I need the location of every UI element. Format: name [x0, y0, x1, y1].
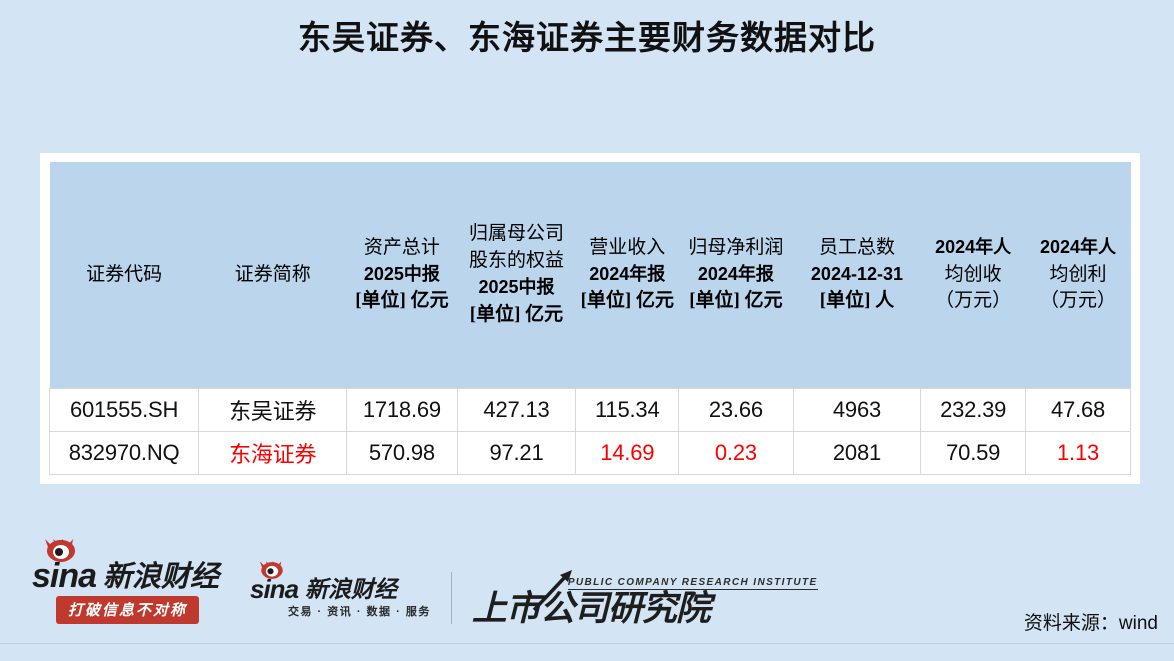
cell-operating-revenue: 14.69 — [575, 431, 680, 475]
page-header: 东吴证券、东海证券主要财务数据对比 — [0, 0, 1174, 58]
cell-net-profit: 0.23 — [678, 431, 794, 475]
table-header-row: 证券代码 证券简称 资产总计 2025中报 [单位] 亿元 归属母公司股东的权益… — [49, 162, 1131, 389]
sina-logo-row: sina 新浪财经 — [250, 560, 431, 604]
header-line-2: 2024年报 — [589, 263, 666, 284]
cell-total-employees: 4963 — [792, 388, 922, 432]
table-row: 601555.SH 东吴证券 1718.69 427.13 115.34 23.… — [48, 388, 1131, 432]
column-header-security-short-name: 证券简称 — [198, 162, 347, 389]
sina-chinese-name: 新浪财经 — [305, 576, 398, 603]
footer-divider-line — [0, 643, 1174, 644]
header-line-2: 2024-12-31 — [810, 263, 903, 284]
header-line-3: （万元） — [935, 290, 1012, 312]
table-body: 601555.SH 东吴证券 1718.69 427.13 115.34 23.… — [48, 388, 1131, 475]
cell-profit-per-capita: 47.68 — [1025, 388, 1131, 432]
column-header-security-code: 证券代码 — [49, 162, 199, 389]
financial-comparison-table-frame: 证券代码 证券简称 资产总计 2025中报 [单位] 亿元 归属母公司股东的权益… — [40, 153, 1140, 484]
cell-operating-revenue: 115.34 — [575, 388, 680, 432]
cell-security-code: 832970.NQ — [48, 431, 200, 475]
header-line-1: 2024年人 — [935, 236, 1012, 257]
cell-total-assets: 570.98 — [346, 431, 458, 475]
header-line-3: （万元） — [1040, 290, 1117, 312]
header-line-1: 营业收入 — [589, 236, 666, 258]
cell-net-profit: 23.66 — [678, 388, 794, 432]
cell-security-code: 601555.SH — [48, 388, 200, 432]
table-row: 832970.NQ 东海证券 570.98 97.21 14.69 0.23 2… — [48, 431, 1131, 475]
header-line-2: 均创利 — [1049, 263, 1107, 285]
page-title: 东吴证券、东海证券主要财务数据对比 — [298, 19, 876, 56]
header-line-1: 归母净利润 — [688, 236, 784, 258]
column-header-profit-per-capita: 2024年人 均创利 （万元） — [1025, 162, 1131, 389]
column-header-total-employees: 员工总数 2024-12-31 [单位] 人 — [793, 162, 921, 389]
cell-revenue-per-capita: 70.59 — [920, 431, 1027, 475]
header-line-1: 资产总计 — [363, 236, 440, 258]
header-line-3: [单位] 亿元 — [469, 303, 564, 325]
sina-logo-row: sina 新浪财经 — [32, 539, 232, 595]
cell-total-employees: 2081 — [792, 431, 922, 475]
header-line-1: 证券简称 — [234, 263, 311, 285]
footer-logo-group: sina 新浪财经 交易 · 资讯 · 数据 · 服务 PUBLIC COMPA… — [250, 560, 818, 628]
logo-separator — [450, 571, 452, 624]
header-line-1: 证券代码 — [86, 263, 163, 285]
header-line-3: [单位] 亿元 — [355, 290, 449, 312]
sina-wordmark: sina — [32, 557, 97, 595]
sina-chinese-name: 新浪财经 — [103, 561, 220, 594]
header-line-1: 员工总数 — [818, 236, 895, 258]
column-header-equity-attributable-to-parent: 归属母公司股东的权益 2025中报 [单位] 亿元 — [457, 162, 576, 389]
header-line-1: 2024年人 — [1040, 236, 1117, 257]
header-line-2: 2025中报 — [478, 277, 555, 297]
research-institute-logo: PUBLIC COMPANY RESEARCH INSTITUTE 上市公司研究… — [472, 568, 818, 628]
column-header-net-profit-to-parent: 归母净利润 2024年报 [单位] 亿元 — [678, 162, 794, 389]
cell-total-assets: 1718.69 — [346, 388, 458, 432]
header-line-1: 归属母公司股东的权益 — [468, 223, 564, 272]
sina-eye-icon — [45, 539, 75, 562]
header-line-3: [单位] 亿元 — [689, 290, 783, 312]
header-line-3: [单位] 人 — [819, 290, 895, 312]
cell-revenue-per-capita: 232.39 — [920, 388, 1027, 432]
header-line-2: 2025中报 — [363, 263, 440, 284]
column-header-total-assets: 资产总计 2025中报 [单位] 亿元 — [346, 162, 458, 389]
sina-finance-logo: sina 新浪财经 打破信息不对称 — [32, 539, 232, 625]
cell-equity: 427.13 — [456, 388, 577, 432]
institute-english-name: PUBLIC COMPANY RESEARCH INSTITUTE — [567, 577, 818, 590]
header-line-2: 2024年报 — [697, 263, 774, 284]
sina-eye-icon — [259, 560, 283, 579]
upward-arrow-icon — [532, 570, 572, 612]
cell-security-short-name: 东海证券 — [198, 431, 348, 475]
sina-slogan-banner: 打破信息不对称 — [56, 596, 200, 625]
sina-services-subtitle: 交易 · 资讯 · 数据 · 服务 — [288, 606, 431, 619]
header-line-2: 均创收 — [944, 263, 1002, 285]
institute-chinese-name: 上市公司研究院 — [471, 589, 711, 628]
page-footer: sina 新浪财经 打破信息不对称 sina 新浪财经 交易 · 资讯 · 数据… — [0, 539, 1174, 661]
sina-finance-logo-small: sina 新浪财经 交易 · 资讯 · 数据 · 服务 — [250, 560, 431, 620]
cell-security-short-name: 东吴证券 — [198, 388, 348, 432]
column-header-operating-revenue: 营业收入 2024年报 [单位] 亿元 — [575, 162, 679, 389]
financial-comparison-table: 证券代码 证券简称 资产总计 2025中报 [单位] 亿元 归属母公司股东的权益… — [48, 162, 1131, 475]
cell-profit-per-capita: 1.13 — [1025, 431, 1131, 475]
cell-equity: 97.21 — [456, 431, 577, 475]
header-line-3: [单位] 亿元 — [580, 290, 674, 312]
data-source-note: 资料来源：wind — [1023, 613, 1158, 634]
column-header-revenue-per-capita: 2024年人 均创收 （万元） — [920, 162, 1026, 389]
sina-wordmark: sina — [250, 573, 299, 604]
